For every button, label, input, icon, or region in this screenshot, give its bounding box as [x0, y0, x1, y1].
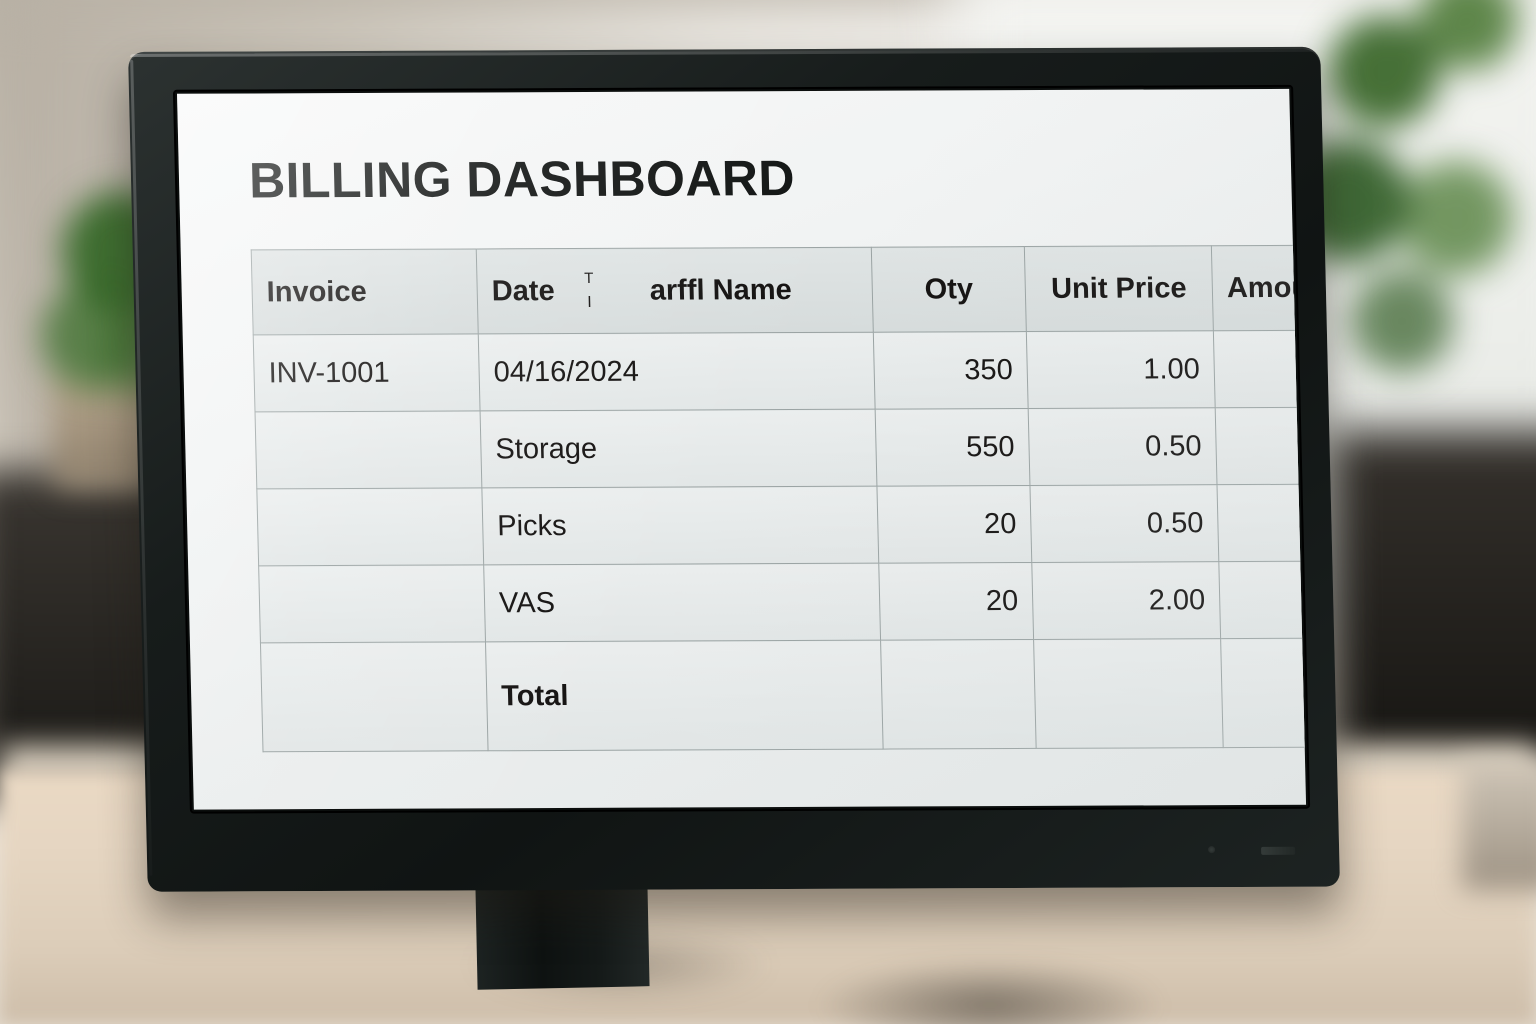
page-title: BILLING DASHBOARD	[248, 150, 796, 209]
column-header-amount[interactable]: Amount	[1211, 244, 1307, 331]
cell-qty: 350	[873, 331, 1029, 410]
cell-amount: 276.00	[1215, 406, 1307, 485]
ti-stacked-glyph: T I	[584, 269, 594, 311]
table-row[interactable]: VAS 20 2.00 40.00	[258, 560, 1307, 643]
column-header-qty[interactable]: Oty	[871, 246, 1027, 333]
cell-invoice	[256, 487, 484, 566]
column-header-name-label: arffl Name	[649, 273, 793, 307]
cell-invoice	[258, 564, 486, 643]
screen-frame: BILLING DASHBOARD Invoice Date T	[172, 84, 1311, 814]
cell-total-unit-price	[1033, 638, 1224, 749]
cell-description: 04/16/2024	[478, 332, 876, 411]
column-header-unit-price[interactable]: Unit Price	[1024, 245, 1214, 332]
table-header-row: Invoice Date T I arffl Name	[251, 244, 1307, 335]
column-header-description[interactable]: Date T I arffl Name	[476, 247, 874, 334]
cell-total-amount: 865.00	[1220, 637, 1307, 748]
table-row[interactable]: INV-1001 04/16/2024 350 1.00 350.00	[253, 329, 1307, 412]
plant-pot-right	[1462, 760, 1536, 890]
computer-monitor: BILLING DASHBOARD Invoice Date T	[128, 46, 1340, 892]
table-row[interactable]: Picks 20 0.50 20.00	[256, 483, 1307, 566]
cell-total-label: Total	[485, 640, 884, 751]
header-date-group: Date T I arffl Name	[491, 270, 792, 311]
glyph-top-t: T	[584, 269, 594, 287]
cell-unit-price: 1.00	[1026, 330, 1216, 409]
background-furniture-right	[1330, 430, 1536, 770]
billing-dashboard-page: BILLING DASHBOARD Invoice Date T	[177, 89, 1307, 810]
cell-description: Picks	[481, 486, 879, 565]
billing-table-body: INV-1001 04/16/2024 350 1.00 350.00 Stor…	[253, 329, 1307, 752]
cell-description: VAS	[483, 563, 881, 642]
cell-amount: 40.00	[1218, 560, 1307, 639]
billing-table: Invoice Date T I arffl Name	[250, 244, 1307, 753]
cell-qty: 20	[876, 485, 1032, 564]
column-header-invoice[interactable]: Invoice	[251, 248, 479, 335]
cell-qty: 20	[878, 562, 1034, 641]
cell-invoice: INV-1001	[253, 333, 481, 412]
cell-unit-price: 2.00	[1031, 561, 1221, 640]
cell-total-invoice	[260, 641, 489, 752]
cell-unit-price: 0.50	[1029, 484, 1219, 563]
cell-amount: 20.00	[1216, 483, 1307, 562]
cell-amount: 350.00	[1213, 329, 1307, 408]
monitor-brand-mark	[1261, 846, 1296, 855]
cell-total-qty	[880, 639, 1037, 750]
cell-qty: 550	[875, 408, 1030, 487]
cell-invoice	[255, 410, 482, 489]
table-row[interactable]: Storage 550 0.50 276.00	[255, 406, 1307, 489]
cell-description: Storage	[480, 409, 877, 488]
monitor-screen: BILLING DASHBOARD Invoice Date T	[176, 88, 1307, 810]
billing-table-head: Invoice Date T I arffl Name	[251, 244, 1307, 335]
monitor-shadow	[820, 960, 1160, 1024]
monitor-bezel: BILLING DASHBOARD Invoice Date T	[128, 46, 1340, 892]
cell-unit-price: 0.50	[1028, 407, 1217, 486]
column-header-date-label: Date	[491, 274, 555, 307]
glyph-bottom-i: I	[587, 293, 592, 311]
power-led-indicator[interactable]	[1208, 846, 1216, 854]
table-total-row[interactable]: Total 865.00	[260, 637, 1307, 752]
